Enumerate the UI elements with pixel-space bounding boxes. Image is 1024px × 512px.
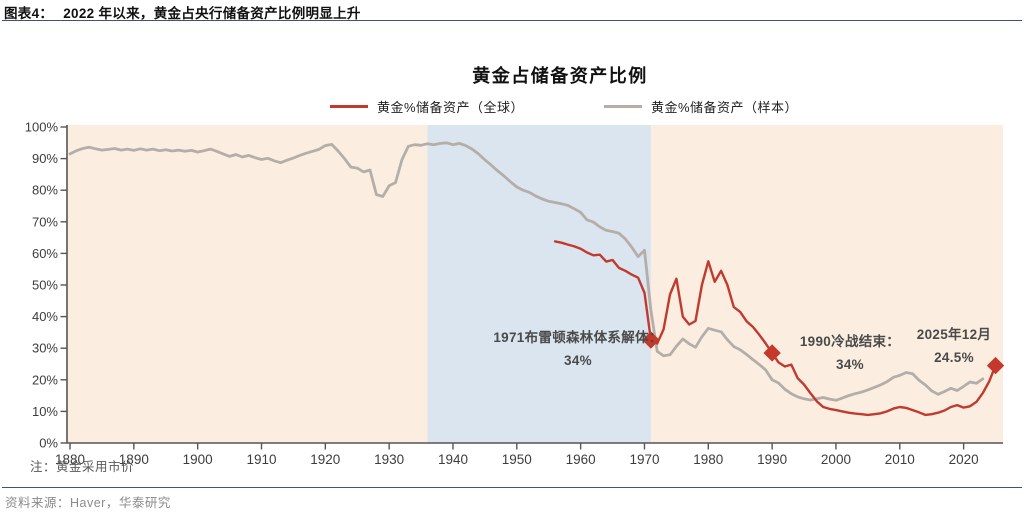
svg-text:1890: 1890 xyxy=(119,452,149,467)
svg-text:10%: 10% xyxy=(32,404,58,419)
legend-item-sample: 黄金%储备资产（样本） xyxy=(604,98,799,115)
svg-text:1980: 1980 xyxy=(693,452,723,467)
legend-label-sample: 黄金%储备资产（样本） xyxy=(651,99,799,115)
svg-text:0%: 0% xyxy=(39,436,58,451)
annotation-1971-bretton-woods: 1971布雷顿森林体系解体： 34% xyxy=(455,326,701,372)
plot-axes xyxy=(60,125,1003,450)
annotation-2025-value: 24.5% xyxy=(934,350,974,365)
plot-marker-diamonds xyxy=(642,331,1005,375)
svg-text:100%: 100% xyxy=(25,120,59,135)
svg-text:1880: 1880 xyxy=(55,452,85,467)
svg-text:90%: 90% xyxy=(32,151,58,166)
svg-text:1910: 1910 xyxy=(246,452,276,467)
svg-text:1970: 1970 xyxy=(629,452,659,467)
plot-tick-labels: 0% 10% 20% 30% 40% 50% 60% 70% 80% 90% 100% 1880 189… xyxy=(25,120,979,468)
svg-text:20%: 20% xyxy=(32,372,58,387)
svg-text:2000: 2000 xyxy=(821,452,851,467)
plot-backgrounds xyxy=(67,125,1003,443)
svg-text:2010: 2010 xyxy=(885,452,915,467)
svg-text:1940: 1940 xyxy=(438,452,468,467)
legend-swatch-global-line xyxy=(330,104,368,108)
chart-note: 注：黄金采用市价 xyxy=(30,460,135,474)
legend-swatch-sample-line xyxy=(604,104,642,108)
svg-text:50%: 50% xyxy=(32,278,58,293)
figure-header: 图表4： 2022 年以来，黄金占央行储备资产比例明显上升 xyxy=(4,2,1020,22)
source-attribution: 资料来源：Haver，华泰研究 xyxy=(5,496,171,510)
svg-text:1930: 1930 xyxy=(374,452,404,467)
annotation-2025-latest: 2025年12月 24.5% xyxy=(886,323,1022,369)
annotation-1971-text: 1971布雷顿森林体系解体： xyxy=(493,330,663,345)
chart-title: 黄金占储备资产比例 xyxy=(472,66,648,86)
annotation-1971-value: 34% xyxy=(564,353,592,368)
svg-text:1920: 1920 xyxy=(310,452,340,467)
annotation-1990-text: 1990冷战结束： xyxy=(799,334,901,349)
legend-label-global: 黄金%储备资产（全球） xyxy=(377,99,525,115)
svg-text:60%: 60% xyxy=(32,246,58,261)
figure-number-label: 图表4： xyxy=(4,6,54,21)
legend-item-global: 黄金%储备资产（全球） xyxy=(330,98,525,115)
annotation-1990-cold-war-end: 1990冷战结束： 34% xyxy=(750,330,950,376)
svg-text:40%: 40% xyxy=(32,309,58,324)
footer-divider-line xyxy=(2,487,1022,488)
svg-text:1900: 1900 xyxy=(183,452,213,467)
svg-text:1950: 1950 xyxy=(502,452,532,467)
svg-text:80%: 80% xyxy=(32,183,58,198)
svg-text:1960: 1960 xyxy=(566,452,596,467)
svg-text:1990: 1990 xyxy=(757,452,787,467)
figure-title: 2022 年以来，黄金占央行储备资产比例明显上升 xyxy=(63,6,361,21)
header-divider-line xyxy=(2,20,1022,21)
svg-text:2020: 2020 xyxy=(949,452,979,467)
svg-text:70%: 70% xyxy=(32,214,58,229)
annotation-1990-value: 34% xyxy=(836,357,864,372)
annotation-2025-text: 2025年12月 xyxy=(916,327,992,342)
svg-text:30%: 30% xyxy=(32,341,58,356)
